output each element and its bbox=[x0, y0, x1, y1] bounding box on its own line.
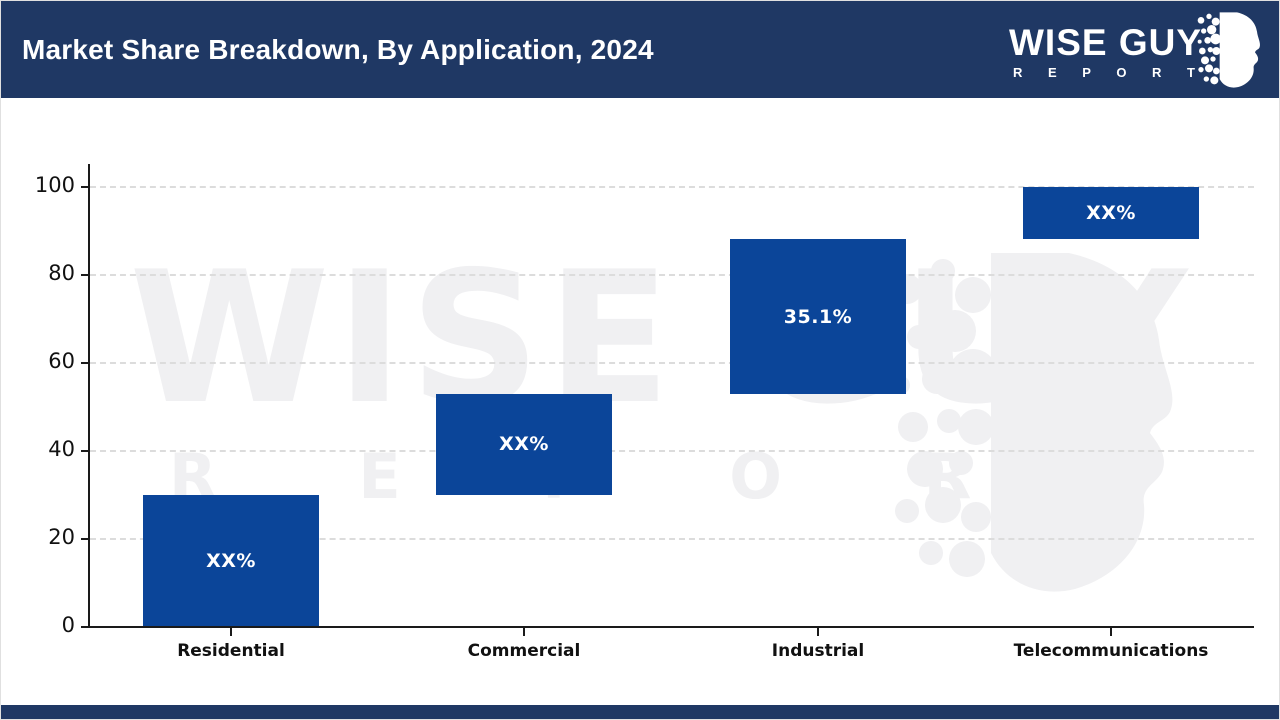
brand-subtitle: R E P O R T S bbox=[1013, 65, 1241, 80]
y-tick bbox=[81, 186, 89, 188]
footer-bar bbox=[1, 705, 1279, 719]
bar-value-label: XX% bbox=[206, 550, 256, 572]
gridline-y-80 bbox=[90, 274, 1254, 276]
brand-logo: WISE GUY R E P O R T S bbox=[1009, 9, 1260, 93]
x-category-label: Commercial bbox=[467, 641, 581, 661]
y-tick bbox=[81, 362, 89, 364]
bar-residential: XX% bbox=[143, 495, 319, 627]
gridline-y-100 bbox=[90, 186, 1254, 188]
header-bar: Market Share Breakdown, By Application, … bbox=[1, 1, 1279, 98]
x-category-label: Residential bbox=[177, 641, 285, 661]
y-tick bbox=[81, 538, 89, 540]
y-tick-label: 40 bbox=[48, 437, 75, 461]
y-tick-label: 0 bbox=[61, 613, 75, 637]
y-tick bbox=[81, 626, 89, 628]
gridline-y-40 bbox=[90, 450, 1254, 452]
bar-value-label: 35.1% bbox=[783, 305, 853, 328]
x-tick bbox=[817, 628, 819, 636]
x-tick bbox=[1110, 628, 1112, 636]
gridline-y-60 bbox=[90, 362, 1254, 364]
bar-value-label: XX% bbox=[499, 433, 549, 456]
bar-commercial: XX% bbox=[436, 393, 612, 495]
bar-telecommunications: XX% bbox=[1023, 187, 1199, 240]
y-tick-label: 20 bbox=[48, 525, 75, 549]
y-axis-line bbox=[88, 164, 90, 628]
y-tick bbox=[81, 274, 89, 276]
watermark-dotted-head-icon bbox=[892, 253, 1173, 592]
y-tick bbox=[81, 450, 89, 452]
chart-title: Market Share Breakdown, By Application, … bbox=[22, 34, 654, 65]
brand-name: WISE GUY bbox=[1009, 22, 1203, 63]
y-tick-label: 80 bbox=[48, 261, 75, 285]
bar-industrial: 35.1% bbox=[730, 239, 906, 394]
brand-logo-text: WISE GUY R E P O R T S bbox=[1009, 22, 1241, 81]
x-category-label: Telecommunications bbox=[1013, 641, 1209, 661]
x-tick bbox=[523, 628, 525, 636]
face-profile-icon bbox=[1197, 12, 1260, 88]
bar-value-label: XX% bbox=[1086, 202, 1136, 225]
x-axis-line bbox=[88, 626, 1254, 628]
x-category-label: Industrial bbox=[771, 641, 865, 661]
y-tick-label: 60 bbox=[48, 349, 75, 373]
gridline-y-20 bbox=[90, 538, 1254, 540]
x-tick bbox=[230, 628, 232, 636]
y-tick-label: 100 bbox=[34, 173, 75, 197]
